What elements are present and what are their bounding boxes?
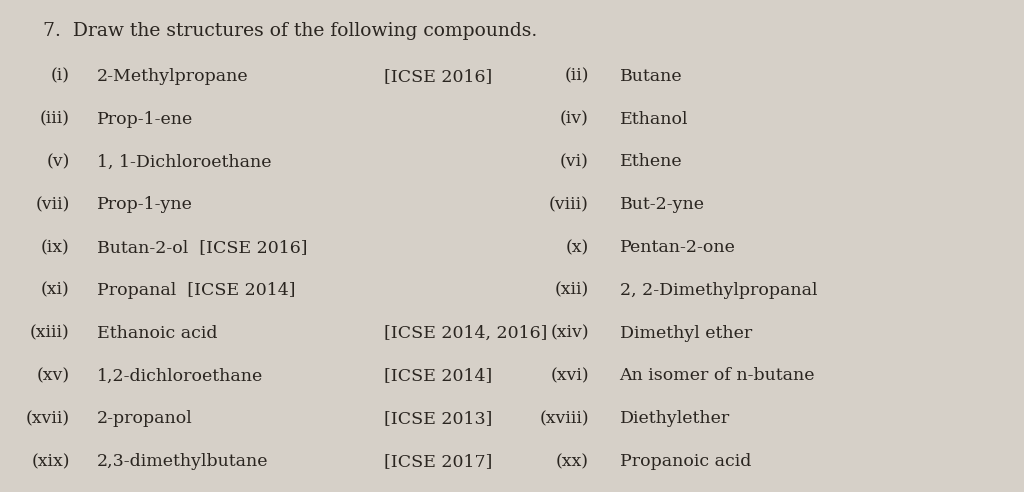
Text: (xiii): (xiii): [30, 325, 70, 341]
Text: Ethene: Ethene: [620, 154, 682, 170]
Text: (iii): (iii): [40, 111, 70, 127]
Text: (viii): (viii): [549, 196, 589, 213]
Text: Prop-1-ene: Prop-1-ene: [97, 111, 194, 127]
Text: (xx): (xx): [556, 453, 589, 470]
Text: Pentan-2-one: Pentan-2-one: [620, 239, 735, 256]
Text: (vii): (vii): [35, 196, 70, 213]
Text: Ethanol: Ethanol: [620, 111, 688, 127]
Text: 7.  Draw the structures of the following compounds.: 7. Draw the structures of the following …: [43, 22, 538, 40]
Text: 1,2-dichloroethane: 1,2-dichloroethane: [97, 368, 263, 384]
Text: (xvi): (xvi): [550, 368, 589, 384]
Text: An isomer of n-butane: An isomer of n-butane: [620, 368, 815, 384]
Text: (xix): (xix): [31, 453, 70, 470]
Text: (ii): (ii): [564, 68, 589, 85]
Text: Propanal  [ICSE 2014]: Propanal [ICSE 2014]: [97, 282, 296, 299]
Text: (xvii): (xvii): [26, 410, 70, 427]
Text: (v): (v): [46, 154, 70, 170]
Text: [ICSE 2013]: [ICSE 2013]: [384, 410, 493, 427]
Text: [ICSE 2016]: [ICSE 2016]: [384, 68, 493, 85]
Text: 1, 1-Dichloroethane: 1, 1-Dichloroethane: [97, 154, 271, 170]
Text: (i): (i): [50, 68, 70, 85]
Text: (ix): (ix): [41, 239, 70, 256]
Text: (vi): (vi): [560, 154, 589, 170]
Text: Dimethyl ether: Dimethyl ether: [620, 325, 752, 341]
Text: (xiv): (xiv): [550, 325, 589, 341]
Text: (xviii): (xviii): [540, 410, 589, 427]
Text: (xii): (xii): [555, 282, 589, 299]
Text: Butan-2-ol  [ICSE 2016]: Butan-2-ol [ICSE 2016]: [97, 239, 308, 256]
Text: 2-Methylpropane: 2-Methylpropane: [97, 68, 249, 85]
Text: But-2-yne: But-2-yne: [620, 196, 705, 213]
Text: Prop-1-yne: Prop-1-yne: [97, 196, 194, 213]
Text: (iv): (iv): [560, 111, 589, 127]
Text: (x): (x): [565, 239, 589, 256]
Text: [ICSE 2014, 2016]: [ICSE 2014, 2016]: [384, 325, 548, 341]
Text: Diethylether: Diethylether: [620, 410, 730, 427]
Text: (xi): (xi): [41, 282, 70, 299]
Text: 2-propanol: 2-propanol: [97, 410, 194, 427]
Text: 2,3-dimethylbutane: 2,3-dimethylbutane: [97, 453, 268, 470]
Text: Propanoic acid: Propanoic acid: [620, 453, 751, 470]
Text: 2, 2-Dimethylpropanal: 2, 2-Dimethylpropanal: [620, 282, 817, 299]
Text: [ICSE 2017]: [ICSE 2017]: [384, 453, 493, 470]
Text: (xv): (xv): [37, 368, 70, 384]
Text: Butane: Butane: [620, 68, 682, 85]
Text: [ICSE 2014]: [ICSE 2014]: [384, 368, 493, 384]
Text: Ethanoic acid: Ethanoic acid: [97, 325, 218, 341]
